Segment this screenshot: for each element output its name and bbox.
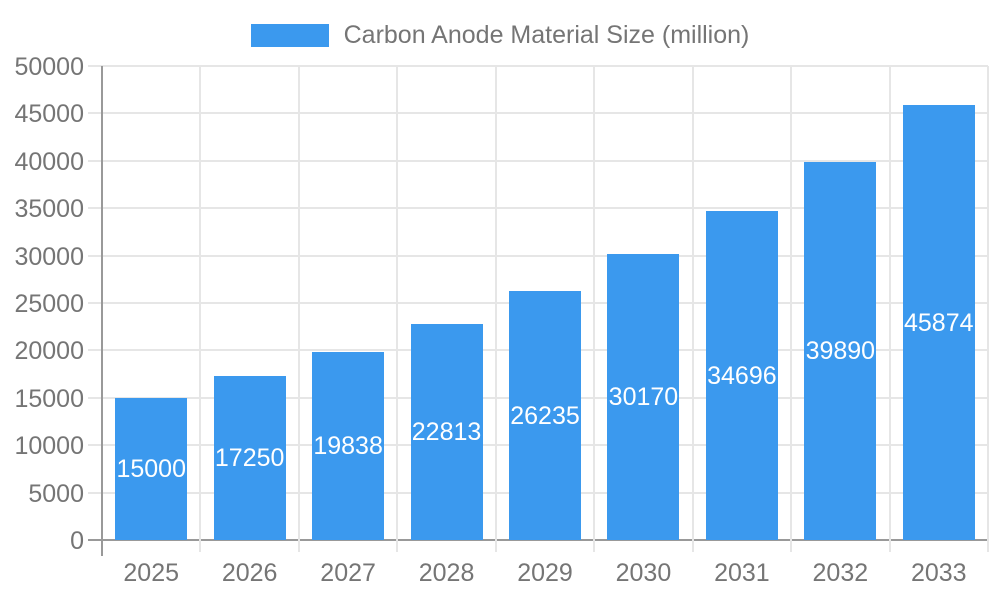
x-axis-tick-label: 2027 xyxy=(320,559,376,587)
h-gridline xyxy=(88,112,988,115)
bar-value-label: 45874 xyxy=(904,308,974,337)
bar-value-label: 17250 xyxy=(214,444,285,473)
y-axis-tick-label: 10000 xyxy=(14,432,84,461)
v-gridline xyxy=(494,66,497,552)
bar-2028 xyxy=(410,323,483,540)
bar-2026 xyxy=(213,376,286,540)
v-gridline xyxy=(593,66,596,552)
bar-value-label: 34696 xyxy=(707,361,777,390)
y-axis-tick-label: 30000 xyxy=(14,242,84,271)
x-axis-tick-label: 2031 xyxy=(714,559,770,587)
bar-value-label: 19838 xyxy=(313,431,383,460)
bar-2031 xyxy=(705,211,778,540)
y-axis-tick-label: 50000 xyxy=(14,53,84,81)
bar-value-label: 30170 xyxy=(608,382,679,411)
x-axis-tick-label: 2032 xyxy=(812,559,869,587)
x-axis-tick-label: 2025 xyxy=(123,559,180,587)
x-axis-tick-label: 2033 xyxy=(910,559,967,587)
chart-legend[interactable]: Carbon Anode Material Size (million) xyxy=(0,21,1000,50)
x-axis-line xyxy=(88,539,988,541)
h-gridline xyxy=(88,65,988,67)
legend-swatch xyxy=(250,24,329,47)
bar-2029 xyxy=(509,291,581,540)
bar-2033 xyxy=(902,105,975,540)
y-axis-tick-label: 0 xyxy=(70,527,84,555)
v-gridline xyxy=(888,66,891,552)
y-axis-tick-label: 40000 xyxy=(14,147,84,176)
x-axis-tick-label: 2028 xyxy=(418,559,475,587)
v-gridline xyxy=(987,66,989,552)
bar-value-label: 26235 xyxy=(510,401,580,430)
bar-2025 xyxy=(115,397,188,540)
bar-value-label: 39890 xyxy=(805,336,876,365)
bar-value-label: 15000 xyxy=(116,454,186,483)
y-axis-line xyxy=(101,66,103,556)
bar-2027 xyxy=(312,351,385,540)
v-gridline xyxy=(199,66,202,552)
bar-2030 xyxy=(607,253,680,540)
y-axis-tick-label: 15000 xyxy=(14,384,84,413)
legend-label: Carbon Anode Material Size (million) xyxy=(343,21,750,49)
v-gridline xyxy=(396,66,399,552)
h-gridline xyxy=(88,254,988,257)
h-gridline xyxy=(88,159,988,162)
bar-value-label: 22813 xyxy=(411,417,482,446)
x-axis-tick-label: 2026 xyxy=(221,559,278,587)
v-gridline xyxy=(790,66,793,552)
h-gridline xyxy=(88,207,988,210)
v-gridline xyxy=(691,66,694,552)
y-axis-tick-label: 5000 xyxy=(28,479,84,508)
y-axis-tick-label: 35000 xyxy=(14,195,84,224)
bar-2032 xyxy=(804,161,877,540)
x-axis-tick-label: 2029 xyxy=(517,559,573,587)
v-gridline xyxy=(297,66,300,552)
y-axis-tick-label: 20000 xyxy=(14,337,84,366)
x-axis-tick-label: 2030 xyxy=(615,559,672,587)
y-axis-tick-label: 45000 xyxy=(14,100,84,129)
y-axis-tick-label: 25000 xyxy=(14,290,84,318)
